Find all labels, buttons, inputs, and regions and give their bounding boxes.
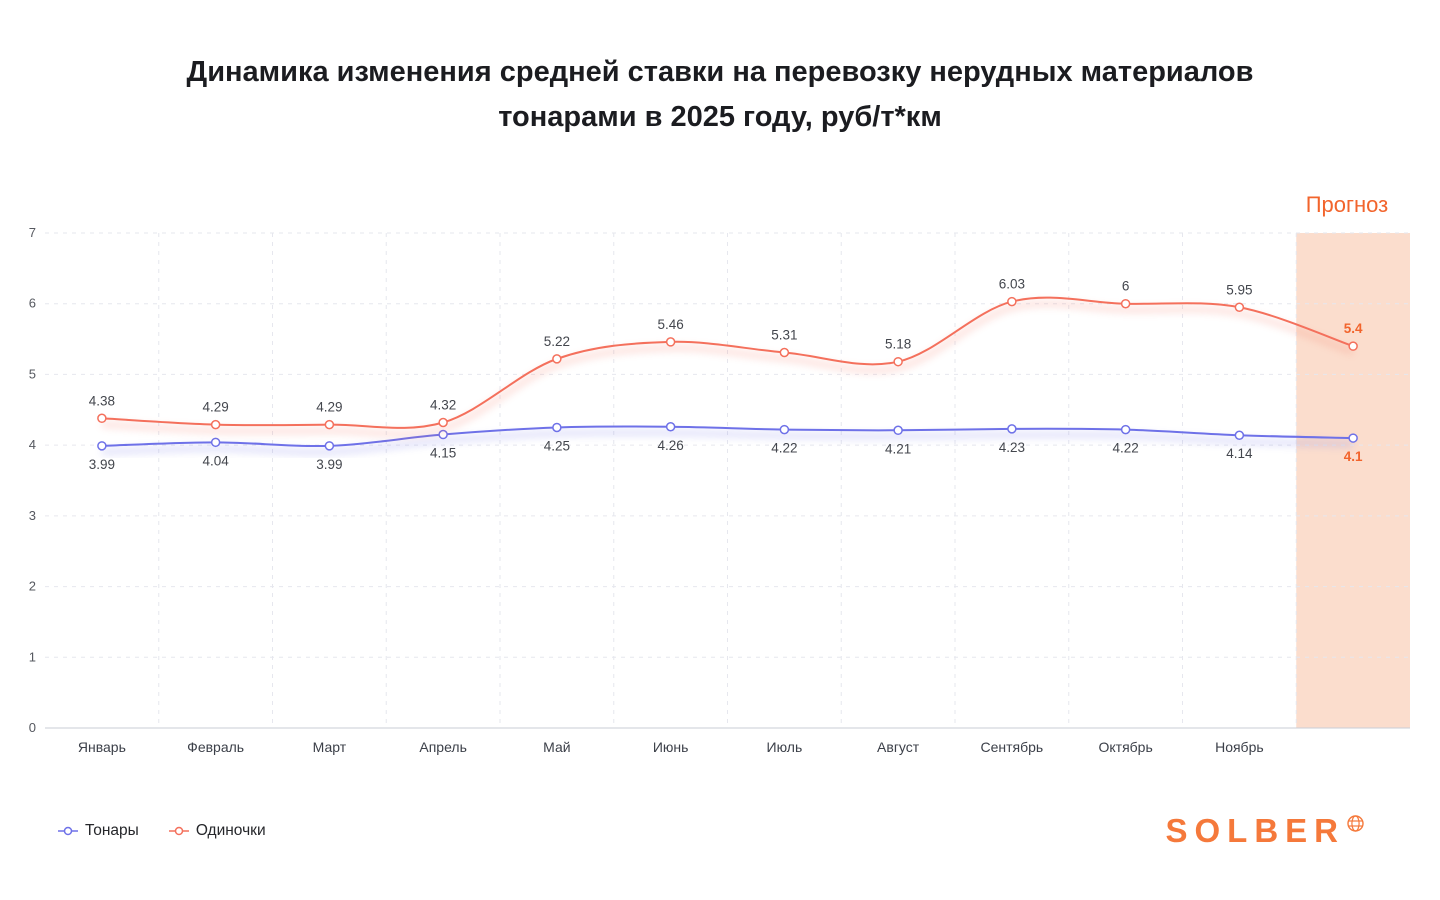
legend-item-odinochki[interactable]: Одиночки bbox=[168, 822, 266, 840]
data-point[interactable] bbox=[1007, 296, 1017, 307]
x-axis-label: Сентябрь bbox=[981, 739, 1044, 755]
data-label: 5.18 bbox=[885, 337, 911, 352]
data-label: 4.1 bbox=[1344, 449, 1363, 464]
x-axis-label: Ноябрь bbox=[1215, 739, 1264, 755]
data-point[interactable] bbox=[779, 347, 790, 358]
data-label: 4.26 bbox=[657, 438, 683, 453]
x-axis-label: Август bbox=[877, 739, 920, 755]
data-label: 4.32 bbox=[430, 398, 456, 413]
data-point[interactable] bbox=[97, 413, 107, 424]
chart-legend: Тонары Одиночки bbox=[58, 822, 266, 840]
solber-logo-text: SOLBER bbox=[1165, 812, 1345, 849]
data-label: 5.22 bbox=[544, 334, 570, 349]
x-axis-label: Май bbox=[543, 739, 570, 755]
x-axis-label: Март bbox=[313, 739, 347, 755]
data-label: 4.29 bbox=[316, 400, 342, 415]
data-point[interactable] bbox=[1234, 430, 1245, 440]
data-point[interactable] bbox=[1120, 424, 1131, 435]
data-point[interactable] bbox=[324, 441, 335, 451]
data-point[interactable] bbox=[552, 422, 562, 433]
data-label: 4.29 bbox=[202, 400, 228, 415]
data-label: 5.46 bbox=[657, 317, 683, 332]
y-axis-label: 4 bbox=[29, 437, 36, 452]
data-label: 3.99 bbox=[89, 457, 115, 472]
data-point[interactable] bbox=[210, 437, 221, 448]
legend-label-odinochki: Одиночки bbox=[195, 822, 266, 839]
solber-logo: SOLBER bbox=[1165, 812, 1364, 850]
x-axis-label: Октябрь bbox=[1098, 739, 1152, 755]
data-point[interactable] bbox=[1007, 424, 1017, 434]
page-title: Динамика изменения средней ставки на пер… bbox=[0, 50, 1440, 140]
data-point[interactable] bbox=[97, 441, 107, 451]
y-axis-label: 7 bbox=[29, 225, 36, 240]
data-label: 4.22 bbox=[1112, 441, 1138, 456]
y-axis-label: 6 bbox=[29, 296, 36, 311]
y-axis-label: 3 bbox=[29, 508, 36, 523]
data-label: 5.31 bbox=[771, 328, 797, 343]
y-axis-label: 1 bbox=[29, 649, 36, 664]
data-point[interactable] bbox=[324, 419, 335, 430]
data-point[interactable] bbox=[1348, 341, 1358, 351]
page-title-line-1: Динамика изменения средней ставки на пер… bbox=[186, 56, 1254, 88]
data-label: 4.22 bbox=[771, 441, 797, 456]
odinochki-series-marker-icon bbox=[168, 826, 189, 836]
data-label: 4.14 bbox=[1226, 446, 1253, 461]
y-axis-label: 0 bbox=[29, 720, 36, 735]
data-label: 5.4 bbox=[1344, 321, 1363, 336]
x-axis-label: Январь bbox=[78, 739, 126, 755]
x-axis-label: Февраль bbox=[187, 739, 244, 755]
series-line-glow bbox=[101, 300, 1355, 437]
data-point[interactable] bbox=[438, 417, 448, 428]
x-axis-label: Апрель bbox=[419, 739, 467, 755]
data-label: 4.21 bbox=[885, 441, 911, 456]
forecast-label: Прогноз bbox=[1305, 192, 1389, 217]
data-point[interactable] bbox=[665, 337, 676, 347]
data-point[interactable] bbox=[552, 354, 562, 364]
data-label: 4.23 bbox=[999, 440, 1025, 455]
forecast-region bbox=[1296, 233, 1410, 728]
data-point[interactable] bbox=[893, 356, 903, 367]
data-point[interactable] bbox=[1234, 302, 1245, 312]
data-label: 4.38 bbox=[89, 393, 115, 408]
series-line-tonary bbox=[101, 425, 1354, 448]
globe-icon bbox=[1347, 815, 1364, 832]
data-label: 6 bbox=[1122, 279, 1130, 294]
data-label: 4.15 bbox=[430, 446, 456, 461]
data-point[interactable] bbox=[1120, 298, 1131, 309]
data-point[interactable] bbox=[210, 419, 221, 430]
data-point[interactable] bbox=[1348, 433, 1358, 443]
legend-item-tonary[interactable]: Тонары bbox=[58, 822, 139, 840]
data-point[interactable] bbox=[779, 424, 790, 435]
page-title-line-2: тонарами в 2025 году, руб/т*км bbox=[498, 100, 942, 133]
data-point[interactable] bbox=[665, 422, 676, 432]
series-line-odinochki bbox=[101, 296, 1354, 429]
x-axis-label: Июнь bbox=[653, 739, 689, 755]
y-axis-label: 2 bbox=[29, 579, 36, 594]
tonary-series-marker-icon bbox=[58, 826, 78, 836]
data-label: 5.95 bbox=[1226, 282, 1252, 297]
data-label: 6.03 bbox=[999, 277, 1025, 292]
data-point[interactable] bbox=[893, 425, 903, 436]
data-label: 4.04 bbox=[202, 453, 229, 468]
y-axis-label: 5 bbox=[29, 366, 36, 381]
x-axis-label: Июль bbox=[767, 739, 803, 755]
series-line-glow bbox=[101, 429, 1354, 456]
data-label: 3.99 bbox=[316, 457, 342, 472]
legend-label-tonary: Тонары bbox=[85, 822, 139, 839]
data-label: 4.25 bbox=[544, 438, 570, 453]
